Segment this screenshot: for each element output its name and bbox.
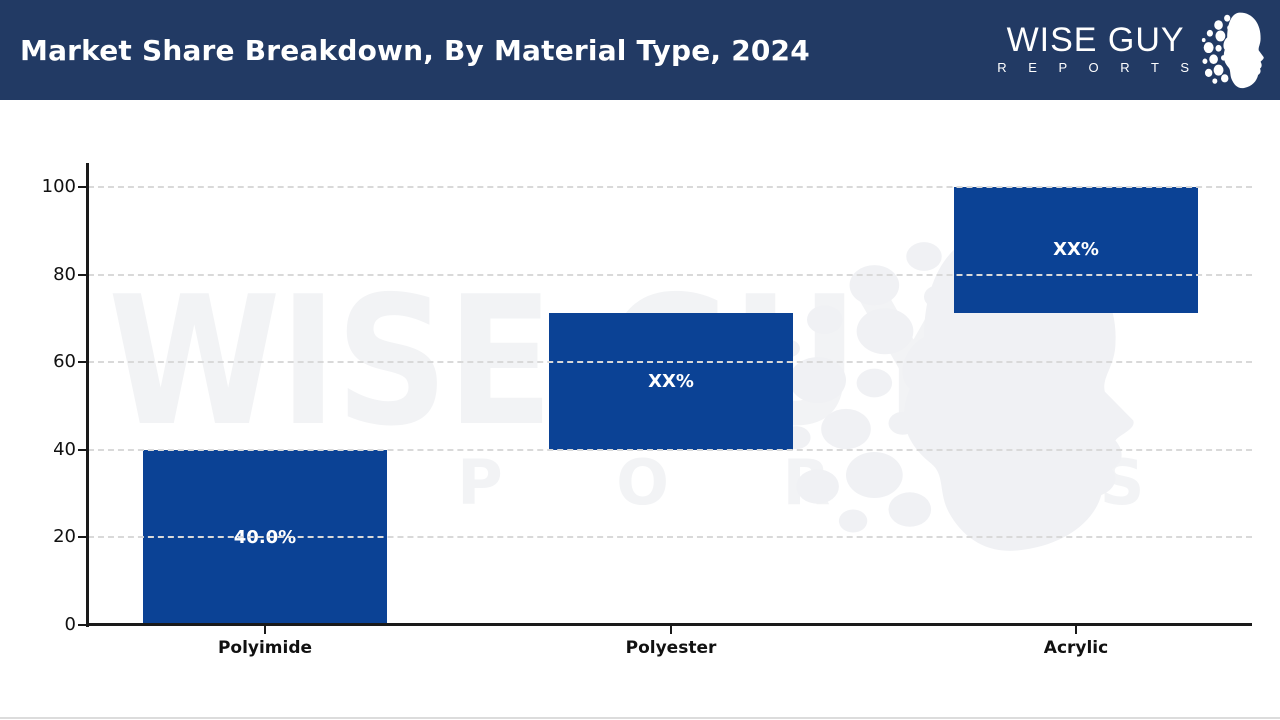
gridline-80: [88, 273, 1252, 276]
y-tick-mark-40: [78, 448, 87, 451]
x-category-label-polyimide: Polyimide: [217, 638, 313, 658]
y-tick-mark-80: [78, 273, 87, 276]
y-tick-label-20: 20: [53, 526, 76, 548]
y-tick-mark-100: [78, 186, 87, 188]
y-tick-label-60: 60: [53, 351, 76, 373]
bar-polyester: XX%: [549, 312, 793, 450]
logo-reports-label: R E P O R T S: [997, 60, 1198, 75]
bar-acrylic: XX%: [954, 187, 1198, 313]
gridline-60: [88, 361, 1252, 364]
x-axis-line: [86, 623, 1252, 626]
wise-guy-reports-logo: WISE GUY R E P O R T S: [997, 6, 1270, 96]
y-axis-line: [86, 163, 89, 627]
x-category-label-polyester: Polyester: [625, 638, 717, 658]
chart-title: Market Share Breakdown, By Material Type…: [20, 33, 810, 67]
bar-value-label: XX%: [648, 370, 694, 392]
bottom-border-line: [0, 717, 1280, 719]
y-tick-label-100: 100: [41, 176, 76, 197]
bar-value-label: XX%: [1053, 239, 1099, 261]
gridline-40: [88, 448, 1252, 451]
y-tick-mark-20: [78, 536, 87, 539]
logo-wiseguy-label: WISE GUY: [1006, 21, 1185, 59]
gridline-20: [88, 536, 1252, 539]
header-bar: Market Share Breakdown, By Material Type…: [0, 0, 1280, 100]
y-tick-label-80: 80: [53, 263, 76, 285]
logo-face-icon: [1201, 12, 1264, 89]
gridline-100: [88, 186, 1252, 188]
x-tick-mark-acrylic: [1075, 626, 1077, 634]
y-tick-mark-0: [78, 624, 87, 626]
x-tick-mark-polyester: [670, 626, 672, 634]
y-tick-label-0: 0: [64, 614, 76, 635]
logo-text: WISE GUY R E P O R T S: [993, 22, 1198, 75]
x-tick-mark-polyimide: [264, 626, 266, 634]
y-tick-mark-60: [78, 361, 87, 364]
x-category-label-acrylic: Acrylic: [1043, 638, 1109, 658]
y-tick-label-40: 40: [53, 438, 76, 460]
